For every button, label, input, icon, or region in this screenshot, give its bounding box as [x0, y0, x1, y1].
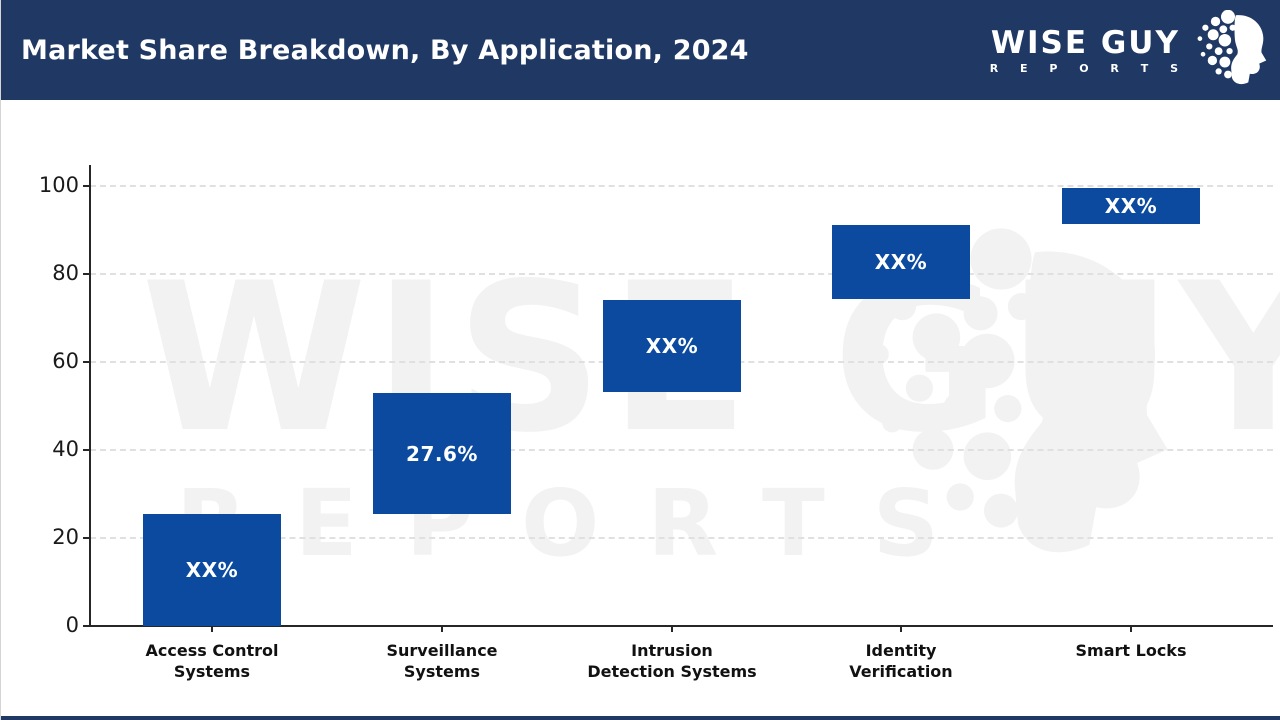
- bar-segment: XX%: [603, 299, 741, 392]
- x-category-label: Access Control Systems: [92, 640, 332, 682]
- x-category-label: Identity Verification: [781, 640, 1021, 682]
- x-category-label-line: Surveillance: [386, 641, 498, 660]
- y-tick-label-0: 0: [65, 613, 79, 637]
- watermark-subtitle: REPORTS: [176, 470, 988, 577]
- x-tick-3: [900, 626, 902, 632]
- bar-segment: 27.6%: [373, 392, 511, 515]
- y-tick-100: [83, 185, 90, 187]
- y-tick-label-100: 100: [38, 173, 79, 197]
- y-tick-60: [83, 361, 90, 363]
- x-category-label-line: Detection Systems: [587, 662, 757, 681]
- y-axis-line: [89, 165, 91, 627]
- gridline-80: [90, 273, 1273, 275]
- x-category-label-line: Systems: [403, 662, 481, 681]
- bar-segment: XX%: [1062, 187, 1200, 224]
- bar-value-label: XX%: [645, 333, 699, 358]
- x-category-label-line: Intrusion: [631, 641, 713, 660]
- x-category-label-line: Smart Locks: [1075, 641, 1187, 660]
- y-tick-40: [83, 449, 90, 451]
- dotted-face-icon: [1189, 9, 1267, 90]
- y-tick-80: [83, 273, 90, 275]
- bar-value-label: XX%: [1104, 193, 1158, 218]
- gridline-100: [90, 185, 1273, 187]
- x-category-label: Intrusion Detection Systems: [552, 640, 792, 682]
- y-tick-label-20: 20: [52, 525, 79, 549]
- bar-value-label: 27.6%: [406, 441, 478, 466]
- bar-value-label: XX%: [185, 557, 239, 582]
- bar-value-label: XX%: [874, 250, 928, 275]
- x-category-label-line: Verification: [849, 662, 953, 681]
- logo-subtitle: R E P O R T S: [989, 61, 1187, 75]
- logo-text: WISE GUY R E P O R T S: [984, 26, 1187, 75]
- x-category-label: Surveillance Systems: [322, 640, 562, 682]
- bar-segment: XX%: [143, 513, 281, 626]
- x-tick-1: [441, 626, 443, 632]
- x-category-label: Smart Locks: [1011, 640, 1251, 661]
- y-tick-label-80: 80: [52, 261, 79, 285]
- x-tick-0: [211, 626, 213, 632]
- y-tick-0: [83, 625, 90, 627]
- y-tick-label-40: 40: [52, 437, 79, 461]
- gridline-40: [90, 449, 1273, 451]
- gridline-20: [90, 537, 1273, 539]
- x-tick-2: [671, 626, 673, 632]
- header-bar: Market Share Breakdown, By Application, …: [1, 0, 1280, 100]
- x-category-label-line: Identity: [865, 641, 937, 660]
- y-tick-label-60: 60: [52, 349, 79, 373]
- x-tick-4: [1130, 626, 1132, 632]
- watermark-layer: WISE GUY REPORTS: [1, 100, 1280, 716]
- y-tick-20: [83, 537, 90, 539]
- x-axis-line: [89, 625, 1273, 627]
- watermark-face-icon: [831, 160, 1171, 634]
- x-category-label-line: Access Control: [145, 641, 279, 660]
- bar-segment: XX%: [832, 225, 970, 300]
- wise-guy-reports-logo: WISE GUY R E P O R T S: [984, 9, 1267, 90]
- logo-wordmark: WISE GUY: [990, 24, 1180, 61]
- x-category-label-line: Systems: [173, 662, 251, 681]
- page-title: Market Share Breakdown, By Application, …: [21, 34, 749, 66]
- bottom-accent-bar: [1, 716, 1280, 720]
